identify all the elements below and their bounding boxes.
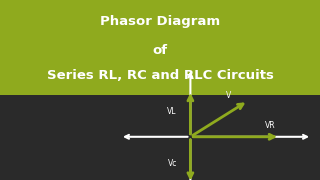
Text: VL: VL: [166, 107, 176, 116]
Text: VR: VR: [265, 122, 276, 130]
Text: Phasor Diagram: Phasor Diagram: [100, 15, 220, 28]
Bar: [0, 0, 320, 95]
Text: Series RL, RC and RLC Circuits: Series RL, RC and RLC Circuits: [47, 69, 273, 82]
Text: V: V: [226, 91, 231, 100]
Text: Vc: Vc: [168, 159, 178, 168]
Text: of: of: [152, 44, 168, 57]
